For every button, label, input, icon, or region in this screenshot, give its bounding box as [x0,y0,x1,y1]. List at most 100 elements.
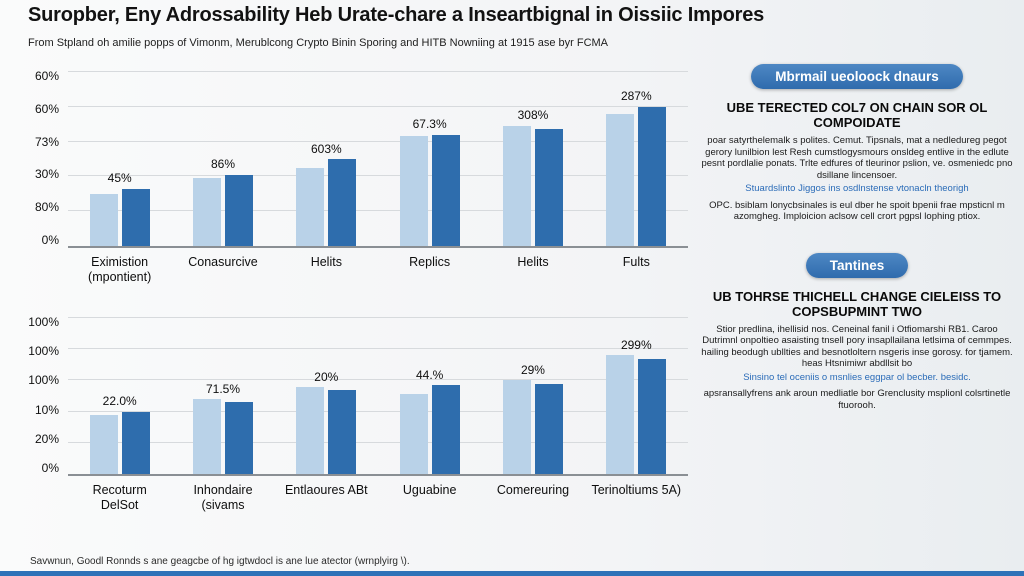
bar-light [192,399,221,474]
section1-body-1: poar satyrthelemalk s polites. Cemut. Ti… [701,135,1013,181]
bar-dark [121,411,150,474]
bar-dark [328,389,357,474]
bar-light [296,167,325,246]
bar-dark [431,385,460,474]
gridline [68,379,688,381]
y-tick-label: 0% [41,460,59,475]
category-label: Helits [517,255,549,269]
value-label: 22.0% [102,394,137,409]
category-label: Replics [409,255,451,269]
category-label: Conasurcive [188,255,258,269]
bar-groups-bottom: 22.0% 71.5% 20% 44.% 29% 299% [68,318,688,474]
category-label: Entlaoures ABt [284,483,368,497]
bar-dark [224,174,253,246]
value-label: 603% [310,141,342,156]
gridline [68,317,688,318]
bar-pair [192,72,253,246]
value-label: 308% [517,108,549,123]
value-label: 29% [520,363,545,378]
bar-pair [399,318,460,474]
y-tick-label: 100% [28,373,59,388]
y-tick-label: 30% [34,167,59,182]
y-tick-label: 100% [28,344,59,359]
section1-heading: UBE TERECTED COL7 ON CHAIN SOR OL COMPOI… [726,100,988,130]
bar-light [606,113,635,246]
bar-group: 29% [481,318,584,474]
section1-badge: Mbrmail ueoloock dnaurs [751,64,963,89]
gridline [68,410,688,412]
gridline [68,105,688,107]
y-tick-label: 60% [34,101,59,116]
bar-light [399,136,428,246]
bar-group: 44.% [378,318,481,474]
value-label: 299% [620,338,652,353]
bar-pair [502,72,563,246]
bar-group: 86% [171,72,274,246]
section2-link[interactable]: Sinsino tel oceniis o msnlies eggpar ol … [743,371,971,383]
bar-group: 308% [481,72,584,246]
bar-light [89,414,118,474]
section2-body-2: apsransallyfrens ank aroun medliatle bor… [703,388,1011,411]
y-tick-label: 0% [41,232,59,247]
gridline [68,175,688,177]
bar-pair [89,318,150,474]
section1-body-2: OPC. bsiblam lonycbsinales is eul dber h… [709,199,1005,223]
bar-dark [534,129,563,246]
y-tick-label: 20% [34,431,59,446]
gridline [68,441,688,443]
bar-dark [121,188,150,246]
bar-dark [534,383,563,474]
bar-pair [502,318,563,474]
bar-group: 20% [275,318,378,474]
bar-light [296,386,325,474]
y-tick-label: 80% [34,200,59,215]
bar-light [399,394,428,474]
bar-chart-bottom: 100% 100% 100% 10% 20% 0% 22.0% 71.5% 20% 44.% 29… [16,316,688,513]
y-axis-bottom: 100% 100% 100% 10% 20% 0% [16,316,68,476]
right-section-2: Tantines UB TOHRSE THICHELL CHANGE CIELE… [700,252,1014,412]
gridline [68,210,688,212]
category-label: Recoturm DelSot [92,483,147,512]
bar-light [192,178,221,246]
bar-pair [89,72,150,246]
right-section-1: Mbrmail ueoloock dnaurs UBE TERECTED COL… [700,64,1014,223]
bar-light [502,380,531,474]
value-label: 86% [210,157,235,172]
bar-group: 299% [585,318,688,474]
bar-light [502,125,531,246]
value-label: 44.% [415,367,444,382]
page-subtitle: From Stpland oh amilie popps of Vimonm, … [28,37,609,49]
section2-body-1: Stior predlina, ihellisid nos. Ceneinal … [701,323,1013,370]
bar-pair [399,72,460,246]
value-label: 67.3% [412,117,447,132]
plot-area-top: 45% 86% 603% 67.3% 308% 287% [68,71,688,248]
bar-dark [431,134,460,246]
plot-area-bottom: 22.0% 71.5% 20% 44.% 29% 299% [68,317,688,476]
category-label: Terinoltiums 5A) [591,483,682,497]
value-label: 20% [314,369,339,384]
y-axis-top: 60% 60% 73% 30% 80% 0% [16,70,68,248]
section2-heading: UB TOHRSE THICHELL CHANGE CIELEISS TO CO… [712,288,1002,319]
bar-group: 287% [585,72,688,246]
gridline [68,348,688,350]
bar-pair [606,72,667,246]
value-label: 71.5% [205,382,240,396]
bar-pair [192,318,253,474]
gridline [68,71,688,72]
bar-light [606,355,635,474]
category-label: Comereuring [496,483,570,497]
bar-group: 45% [68,72,171,246]
bar-group: 67.3% [378,72,481,246]
plot-wrap-bottom: 22.0% 71.5% 20% 44.% 29% 299% Recoturm DelSot… [68,317,688,513]
category-label: Eximistion (mpontient) [88,255,152,284]
bar-dark [224,402,253,474]
value-label: 45% [107,171,132,186]
category-label: Helits [310,255,342,269]
plot-wrap-top: 45% 86% 603% 67.3% 308% 287% Eximistion (mpon… [68,71,688,285]
category-label: Uguabine [402,483,457,497]
bar-dark [638,106,667,246]
section1-link[interactable]: Stuardslinto Jiggos ins osdlnstense vton… [745,183,969,194]
bar-group: 603% [275,72,378,246]
bar-pair [606,318,667,474]
